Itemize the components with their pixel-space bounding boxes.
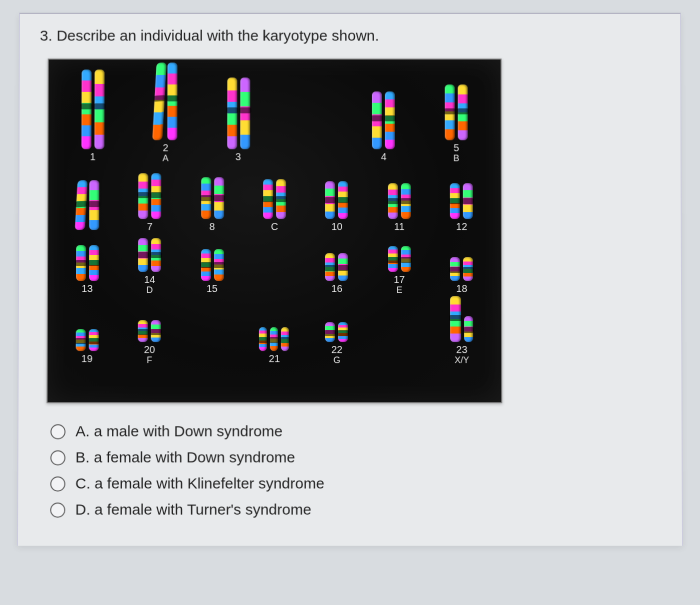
karyotype-image: 1 2A 3 4 5B 7 8 C 10 11 12 13 14D 15 16 … <box>47 59 503 404</box>
option-b-label: B. a female with Down syndrome <box>75 449 295 466</box>
option-c[interactable]: C. a female with Klinefelter syndrome <box>50 475 662 492</box>
radio-icon <box>50 424 65 439</box>
karyotype-row-2: 7 8 C 10 11 12 <box>58 167 491 233</box>
karyotype-row-1: 1 2A 3 4 5B <box>58 70 490 164</box>
question-number: 3. <box>40 28 53 45</box>
answer-options: A. a male with Down syndrome B. a female… <box>50 423 662 518</box>
karyotype-row-3: 13 14D 15 16 17E 18 <box>58 237 491 295</box>
option-a-label: A. a male with Down syndrome <box>75 423 282 440</box>
question-body: Describe an individual with the karyotyp… <box>56 28 379 45</box>
karyotype-row-4: 19 20F 21 22G 23 X/Y <box>58 299 491 365</box>
question-text: 3. Describe an individual with the karyo… <box>40 28 660 45</box>
worksheet-paper: 3. Describe an individual with the karyo… <box>17 13 683 546</box>
option-a[interactable]: A. a male with Down syndrome <box>50 423 661 440</box>
sex-chromosomes: 23 X/Y <box>433 296 492 365</box>
radio-icon <box>50 476 65 491</box>
option-c-label: C. a female with Klinefelter syndrome <box>75 475 324 492</box>
radio-icon <box>50 503 65 518</box>
option-d[interactable]: D. a female with Turner's syndrome <box>50 502 662 519</box>
radio-icon <box>50 450 65 465</box>
option-b[interactable]: B. a female with Down syndrome <box>50 449 661 466</box>
chromosome-21-trisomy: 21 <box>245 327 304 365</box>
option-d-label: D. a female with Turner's syndrome <box>75 502 311 519</box>
